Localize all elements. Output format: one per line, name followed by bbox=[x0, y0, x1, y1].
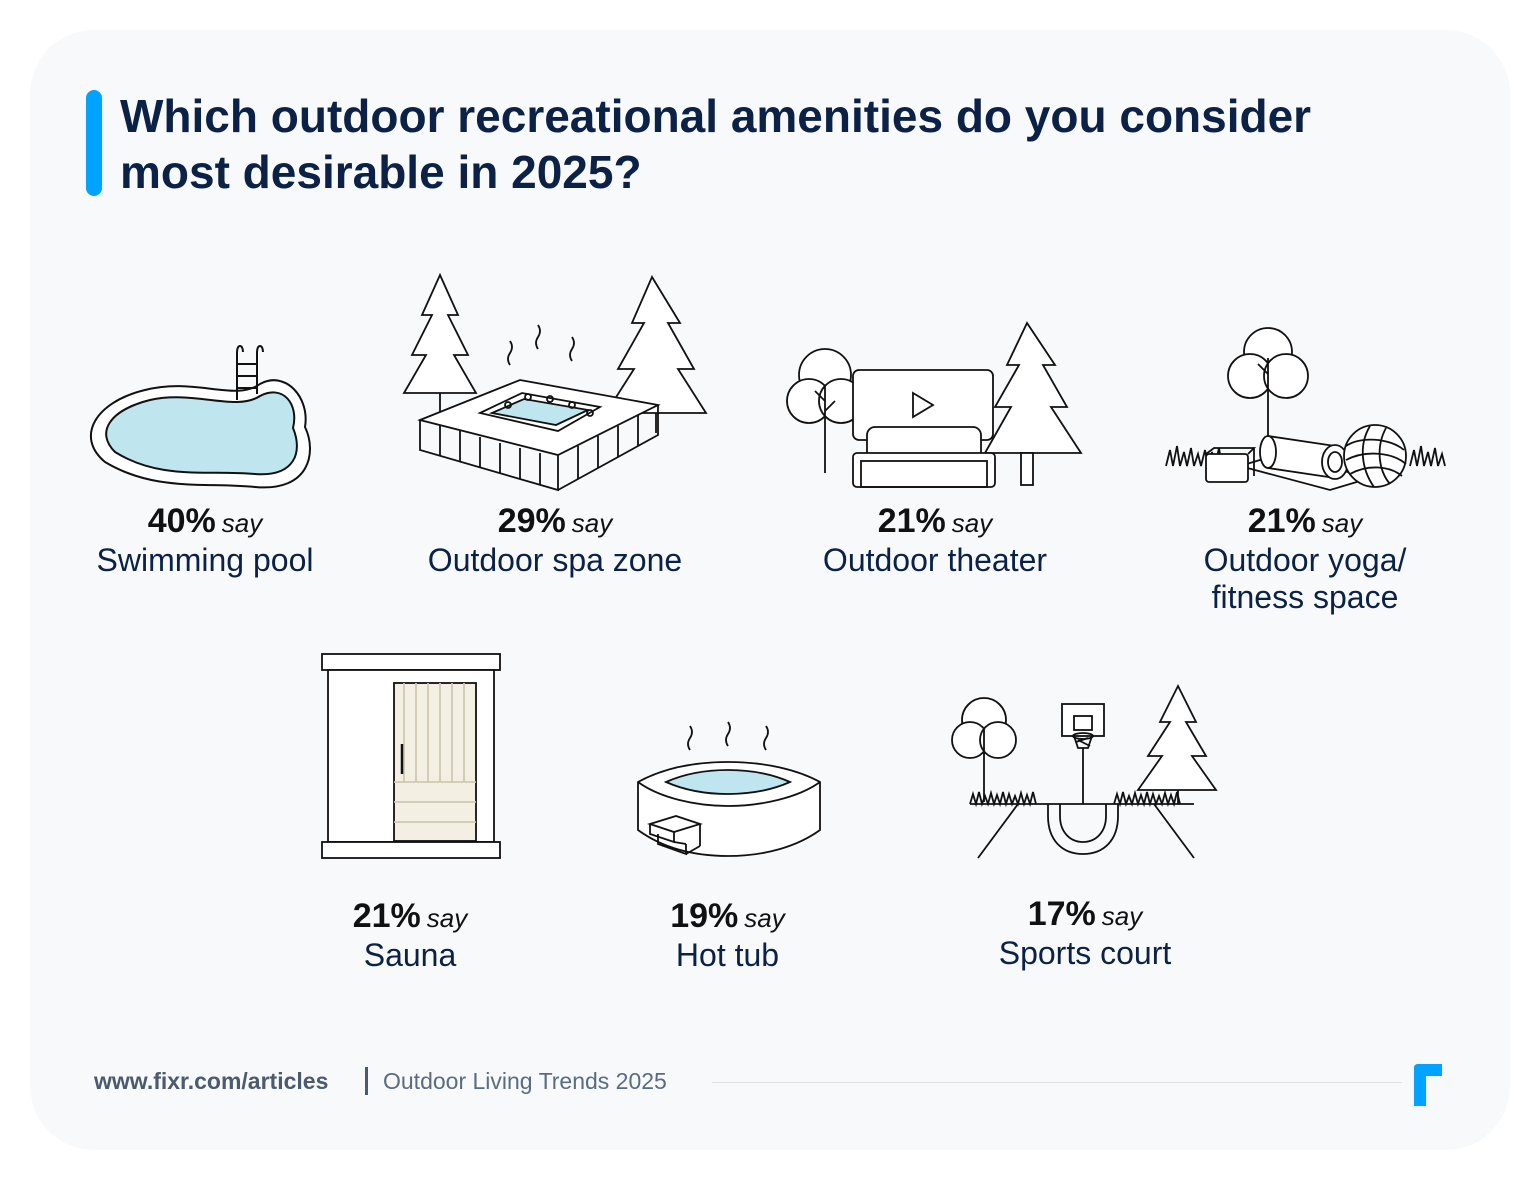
fixr-logo-icon bbox=[1414, 1064, 1442, 1106]
category-label: Outdoor spa zone bbox=[427, 542, 683, 578]
footer-separator bbox=[365, 1067, 368, 1095]
page-title: Which outdoor recreational amenities do … bbox=[120, 90, 1312, 198]
value-label: 21% bbox=[1247, 502, 1316, 540]
category-label: Outdoor theater bbox=[822, 542, 1048, 578]
value-label: 21% bbox=[352, 897, 421, 935]
yoga-fitness-icon bbox=[1165, 327, 1446, 491]
outdoor-theater-icon bbox=[786, 321, 1083, 488]
amenity-sauna: 21% say Sauna bbox=[305, 652, 515, 982]
category-label: Outdoor yoga/ fitness space bbox=[1160, 542, 1450, 616]
say-label: say bbox=[221, 508, 263, 538]
amenity-outdoor-theater: 21% say Outdoor theater bbox=[785, 315, 1085, 600]
category-label-line2: fitness space bbox=[1211, 579, 1399, 615]
say-label: say bbox=[744, 903, 785, 933]
report-title: Outdoor Living Trends 2025 bbox=[383, 1068, 667, 1094]
amenity-swimming-pool: 40% say Swimming pool bbox=[60, 330, 350, 600]
hot-tub-icon bbox=[637, 721, 821, 857]
category-label: Swimming pool bbox=[96, 542, 314, 578]
footer-divider bbox=[712, 1082, 1402, 1083]
swimming-pool-icon bbox=[89, 345, 311, 489]
value-label: 29% bbox=[497, 502, 566, 540]
say-label: say bbox=[1101, 901, 1143, 931]
category-label: Hot tub bbox=[675, 937, 780, 973]
category-label: Sauna bbox=[363, 937, 457, 973]
category-label-line1: Outdoor yoga/ bbox=[1203, 542, 1407, 578]
amenity-outdoor-yoga-fitness: 21% say Outdoor yoga/ fitness space bbox=[1160, 318, 1450, 618]
category-label: Sports court bbox=[998, 935, 1172, 971]
amenity-hot-tub: 19% say Hot tub bbox=[625, 720, 830, 982]
say-label: say bbox=[426, 903, 468, 933]
say-label: say bbox=[571, 508, 613, 538]
value-label: 19% bbox=[670, 897, 739, 935]
value-label: 21% bbox=[877, 502, 946, 540]
amenity-outdoor-spa-zone: 29% say Outdoor spa zone bbox=[400, 265, 710, 600]
say-label: say bbox=[951, 508, 993, 538]
amenity-sports-court: 17% say Sports court bbox=[945, 680, 1225, 982]
spa-zone-icon bbox=[402, 272, 708, 492]
sauna-icon bbox=[321, 653, 501, 859]
value-label: 17% bbox=[1027, 895, 1096, 933]
say-label: say bbox=[1321, 508, 1363, 538]
sports-court-icon bbox=[951, 683, 1218, 859]
value-label: 40% bbox=[147, 502, 216, 540]
source-url[interactable]: www.fixr.com/articles bbox=[94, 1068, 329, 1094]
title-accent-bar bbox=[86, 90, 102, 196]
infographic-card bbox=[30, 30, 1510, 1150]
